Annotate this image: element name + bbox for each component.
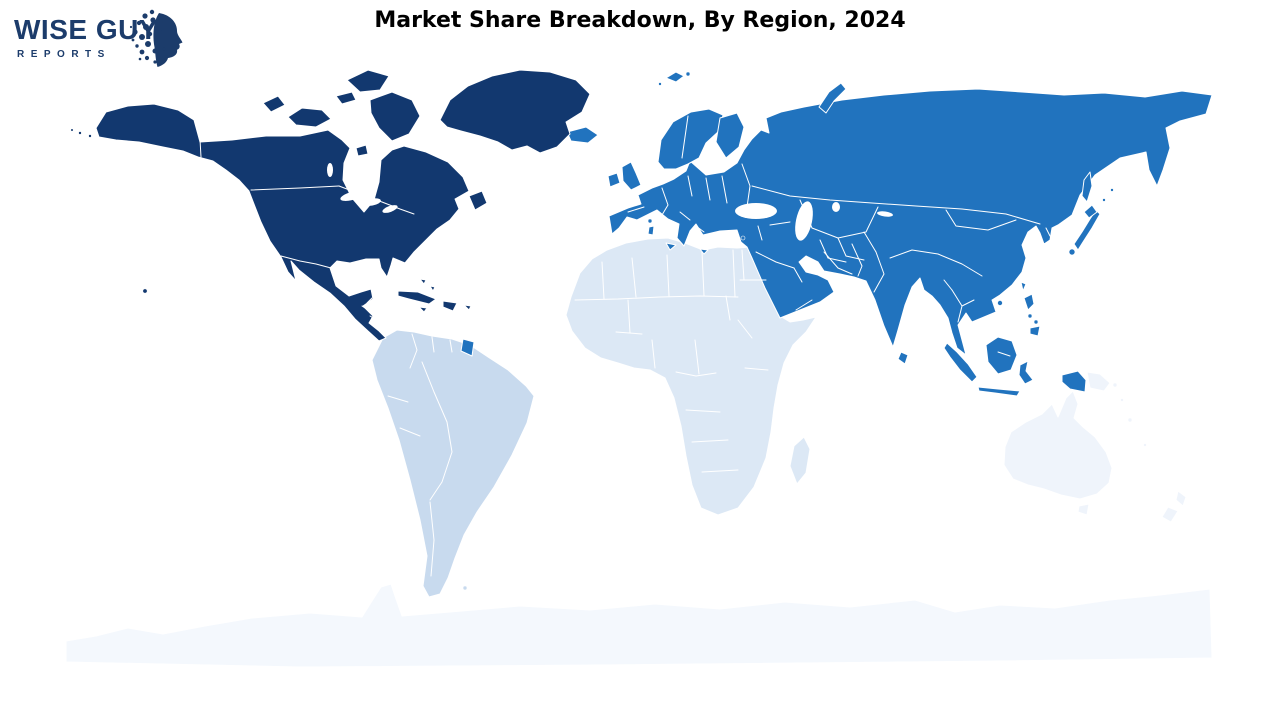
island-taiwan — [1020, 281, 1027, 292]
chart-title: Market Share Breakdown, By Region, 2024 — [374, 8, 906, 33]
island-borneo — [985, 336, 1018, 375]
region-antarctica — [65, 583, 1213, 668]
continent-south-america — [371, 329, 535, 598]
island-java — [977, 386, 1021, 397]
logo-subtext: REPORTS — [17, 49, 111, 60]
island-sumatra — [943, 342, 978, 383]
island-svalbard — [665, 71, 685, 83]
island-ellesmere — [346, 69, 390, 93]
island-victoria — [287, 107, 332, 128]
island-novaya-zemlya — [818, 82, 847, 114]
caspian-sea — [795, 201, 813, 241]
country-united-kingdom — [621, 161, 642, 191]
logo: WISE GUY REPORTS — [10, 5, 188, 67]
country-iceland — [566, 126, 599, 144]
island-puerto-rico — [463, 304, 472, 311]
aral-sea — [832, 202, 840, 212]
island-baffin — [369, 91, 421, 142]
island-new-zealand-north — [1175, 490, 1187, 507]
country-australia — [1003, 390, 1113, 500]
country-borders — [198, 115, 1051, 577]
lake-balkhash — [877, 211, 893, 217]
island-tasmania — [1077, 503, 1090, 516]
island-sicily — [665, 242, 677, 251]
island-devon — [335, 91, 357, 105]
region-south-america — [371, 329, 535, 598]
island-southampton — [355, 144, 369, 157]
lake-winnipeg — [327, 163, 333, 177]
island-hawaii — [142, 288, 148, 294]
black-sea — [735, 203, 777, 219]
region-oceania — [1003, 371, 1187, 523]
logo-head-icon — [129, 9, 183, 67]
island-sardinia — [647, 225, 655, 236]
island-papua-new-guinea — [1086, 371, 1111, 392]
island-cuba — [397, 290, 437, 305]
island-sri-lanka — [897, 351, 909, 365]
island-mindanao — [1029, 325, 1041, 337]
island-newfoundland — [468, 190, 488, 211]
mainland-north-america — [95, 103, 470, 342]
region-scandinavia — [657, 108, 724, 170]
territory-french-guiana — [460, 338, 475, 357]
island-jamaica — [418, 306, 428, 313]
island-hispaniola — [442, 300, 458, 312]
island-new-zealand-south — [1161, 506, 1179, 523]
island-hainan — [997, 300, 1003, 306]
lakes-and-seas — [327, 163, 893, 241]
island-sulawesi — [1018, 360, 1034, 385]
country-finland — [715, 112, 745, 159]
region-west-papua — [1061, 370, 1087, 393]
territory-greenland — [439, 69, 591, 154]
country-japan-hokkaido — [1083, 204, 1098, 219]
region-north-america — [70, 69, 591, 342]
region-eurasia — [460, 71, 1213, 397]
island-banks — [262, 95, 286, 113]
island-sakhalin — [1081, 171, 1093, 203]
landmass-eurasia — [608, 88, 1213, 356]
island-madagascar — [789, 436, 811, 485]
island-falklands — [462, 585, 468, 591]
country-ireland — [607, 172, 621, 188]
country-japan-honshu — [1073, 209, 1101, 251]
island-luzon — [1023, 293, 1035, 311]
